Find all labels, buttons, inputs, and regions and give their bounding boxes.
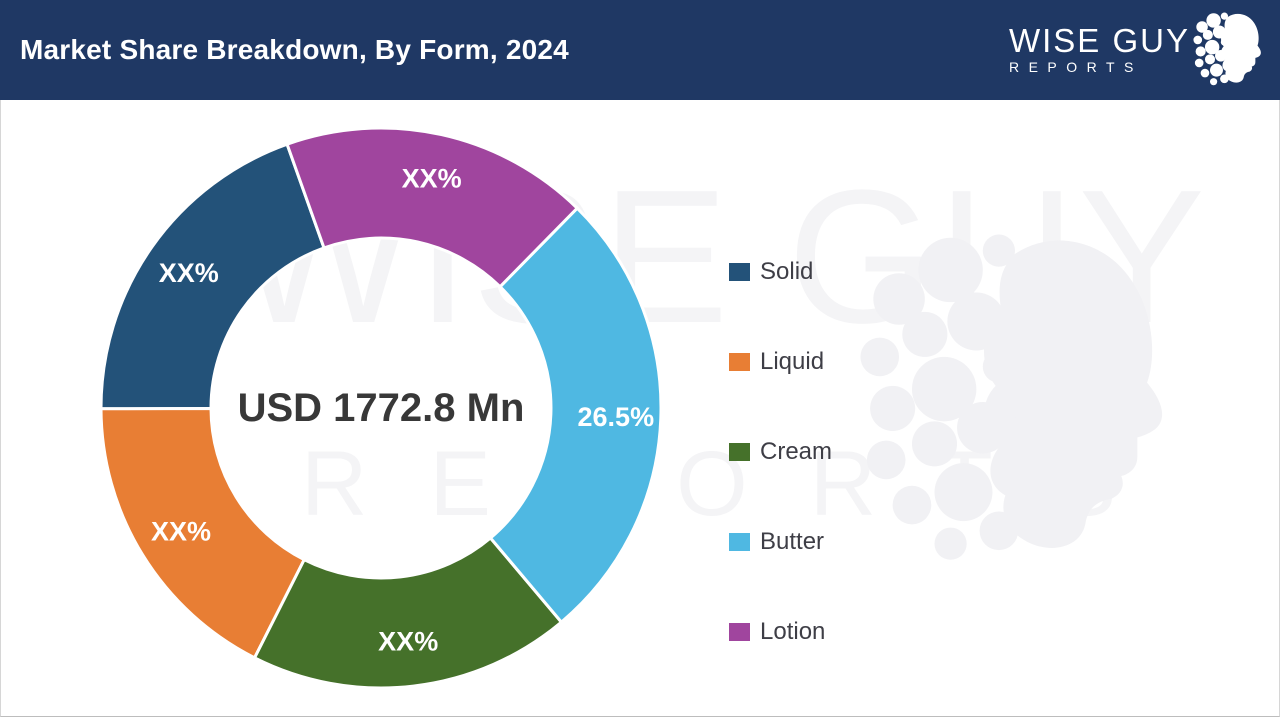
segment-value-label-cream: XX% bbox=[378, 626, 438, 656]
segment-value-label-lotion: XX% bbox=[402, 164, 462, 194]
watermark-face-icon bbox=[860, 234, 1163, 560]
logo-subtitle: REPORTS bbox=[1008, 59, 1143, 75]
donut-chart-svg: XX% XX% XX% 26.5% XX% bbox=[99, 126, 663, 690]
segment-value-label-butter: 26.5% bbox=[578, 402, 655, 432]
legend-swatch-liquid bbox=[729, 352, 750, 371]
legend-item-solid[interactable]: Solid bbox=[729, 256, 832, 287]
donut-segment-butter[interactable] bbox=[488, 206, 663, 625]
legend-label-lotion: Lotion bbox=[760, 618, 826, 645]
legend-item-cream[interactable]: Cream bbox=[729, 436, 832, 467]
legend-swatch-lotion bbox=[729, 622, 750, 641]
wise-guy-logo: WISE GUY REPORTS bbox=[1009, 9, 1264, 91]
legend-item-liquid[interactable]: Liquid bbox=[729, 346, 832, 377]
logo-wordmark: WISE GUY bbox=[1008, 22, 1190, 59]
legend-item-lotion[interactable]: Lotion bbox=[729, 616, 832, 647]
chart-legend: Solid Liquid Cream Butter Lotion bbox=[729, 256, 832, 647]
header-bar: Market Share Breakdown, By Form, 2024 WI… bbox=[0, 0, 1280, 100]
legend-label-solid: Solid bbox=[760, 258, 814, 285]
legend-label-cream: Cream bbox=[760, 438, 833, 465]
segment-value-label-solid: XX% bbox=[159, 258, 219, 288]
donut-center-value: USD 1772.8 Mn bbox=[237, 386, 525, 430]
donut-segment-liquid[interactable] bbox=[99, 406, 307, 660]
donut-segment-cream[interactable] bbox=[252, 535, 564, 690]
logo-text: WISE GUY REPORTS bbox=[1009, 24, 1190, 76]
legend-swatch-cream bbox=[729, 442, 750, 461]
legend-swatch-solid bbox=[729, 262, 750, 281]
chart-panel: WISE GUY REPORTS XX% XX% XX% 26.5% XX% USD 1… bbox=[0, 100, 1280, 717]
donut-segment-solid[interactable] bbox=[99, 142, 326, 411]
legend-swatch-butter bbox=[729, 532, 750, 551]
donut-segment-lotion[interactable] bbox=[285, 126, 580, 289]
page-title: Market Share Breakdown, By Form, 2024 bbox=[20, 34, 569, 65]
legend-label-butter: Butter bbox=[760, 528, 825, 555]
segment-value-label-liquid: XX% bbox=[151, 516, 211, 546]
logo-face-icon bbox=[1193, 12, 1261, 86]
legend-item-butter[interactable]: Butter bbox=[729, 526, 832, 557]
legend-label-liquid: Liquid bbox=[760, 348, 825, 375]
